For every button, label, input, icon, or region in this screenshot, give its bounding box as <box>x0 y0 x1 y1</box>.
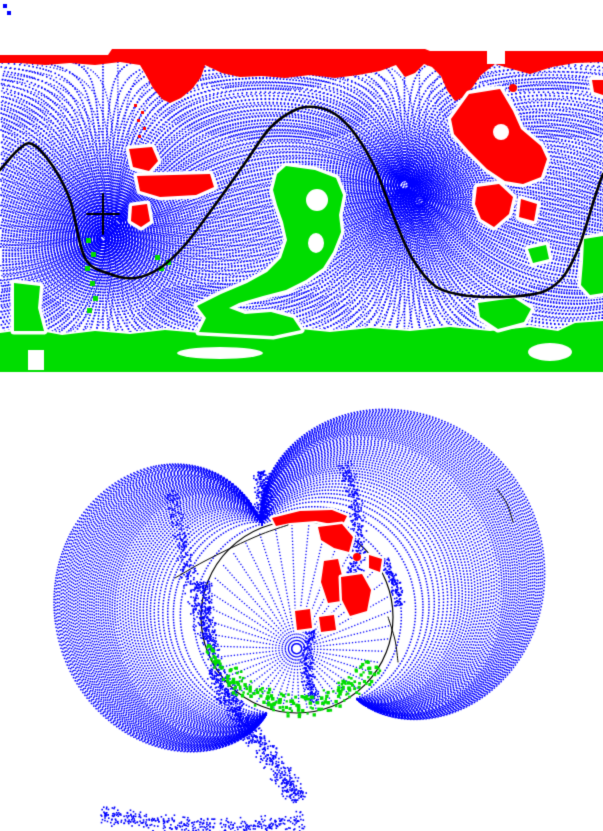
field-line-figure <box>0 0 603 831</box>
figure-canvas <box>0 0 603 831</box>
